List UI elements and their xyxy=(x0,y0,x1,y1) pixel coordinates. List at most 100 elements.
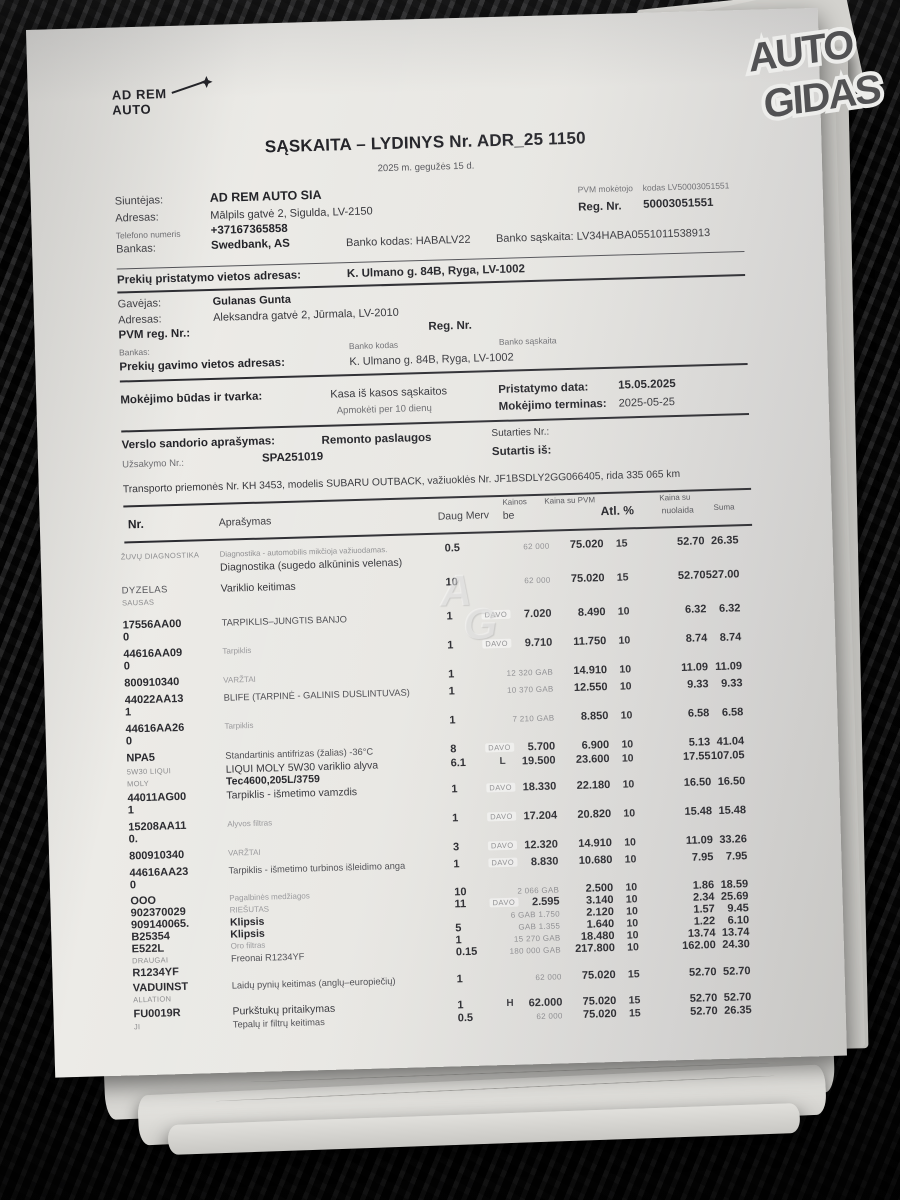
item-sum: 6.10 xyxy=(727,914,750,927)
item-unit: DAVO xyxy=(487,840,517,851)
item-code: DRAUGAI R1234YF xyxy=(131,955,180,980)
invoice-table-body: ŽUVŲ DIAGNOSTIKA Diagnostika - automobil… xyxy=(121,534,752,1038)
item-sum: 9.45 xyxy=(727,902,749,915)
sender-pvm-code: kodas LV50003051551 xyxy=(642,180,730,193)
item-price: 2.595 xyxy=(531,895,560,909)
item-sum: 6.32 xyxy=(718,602,741,615)
item-price: 7 210 GAB xyxy=(512,713,555,724)
item-disc: 52.70 xyxy=(677,569,706,583)
item-disc: 11.09 xyxy=(685,834,714,847)
item-price: 180 000 GAB xyxy=(509,945,562,956)
item-disc: 16.50 xyxy=(683,776,712,789)
receiver-address-label: Adresas: xyxy=(117,313,162,327)
item-code: ŽUVŲ DIAGNOSTIKA xyxy=(120,550,200,562)
sender-address-label: Adresas: xyxy=(115,211,159,225)
item-unit: DAVO xyxy=(487,811,516,822)
item-price-pvm: 8.490 xyxy=(577,606,606,619)
item-price-pvm: 8.850 xyxy=(580,710,609,723)
item-price: 6 GAB 1.750 xyxy=(510,909,561,920)
item-qty: 3 xyxy=(452,841,460,854)
order-nr-label: Užsakymo Nr.: xyxy=(122,457,185,471)
item-atl: 10 xyxy=(625,893,638,906)
item-sum: 41.04 xyxy=(716,735,745,748)
col-nr: Nr. xyxy=(127,516,145,532)
item-desc: TARPIKLIS–JUNGTIS BANJO xyxy=(221,614,348,628)
item-qty: 1 xyxy=(453,858,460,871)
item-qty: 1 xyxy=(449,714,456,727)
item-unit-price: 12 320 GAB xyxy=(471,666,553,680)
item-price: 18.330 xyxy=(522,780,557,794)
sender-pvm-label: PVM mokėtojo xyxy=(577,183,634,195)
item-atl: 10 xyxy=(626,917,639,930)
receiver-pvm-label: PVM reg. Nr.: xyxy=(118,327,191,342)
item-desc: Diagnostika - automobilis mikčioja važiu… xyxy=(219,545,403,574)
item-sum: 24.30 xyxy=(722,938,750,951)
item-qty: 11 xyxy=(454,898,467,911)
receiver-reg-label: Reg. Nr. xyxy=(428,319,473,333)
item-price-pvm: 10.680 xyxy=(578,853,613,867)
item-price-pvm: 14.910 xyxy=(578,836,613,850)
item-atl: 10 xyxy=(626,929,639,942)
receive-address-label: Prekių gavimo vietos adresas: xyxy=(119,356,286,374)
payment-method-label: Mokėjimo būdas ir tvarka: xyxy=(120,390,263,407)
item-price-pvm: 75.020 xyxy=(569,538,604,552)
item-disc: 52.70 xyxy=(689,992,718,1005)
delivery-date: 15.05.2025 xyxy=(617,377,676,392)
col-kainos: Kainos xyxy=(502,497,527,507)
item-unit-price: 62 000 xyxy=(479,970,562,984)
sender-bank-label: Bankas: xyxy=(115,242,157,256)
item-disc: 9.33 xyxy=(686,678,709,691)
item-unit-price: DAVO 8.830 xyxy=(476,855,559,869)
delivery-value: K. Ulmano g. 84B, Ryga, LV-1002 xyxy=(346,263,526,281)
item-unit: DAVO xyxy=(488,857,518,868)
receiver-address: Aleksandra gatvė 2, Jūrmala, LV-2010 xyxy=(212,306,399,324)
item-qty: 1 xyxy=(451,783,458,796)
item-unit-price: DAVO 17.204 xyxy=(475,809,557,823)
item-price: 62 000 xyxy=(524,575,551,586)
item-sum: 52.70 xyxy=(723,991,752,1004)
item-disc: 8.74 xyxy=(685,632,708,645)
item-price: 5.700 xyxy=(527,740,556,754)
item-qty: 1 xyxy=(448,685,455,698)
item-price: 62 000 xyxy=(535,972,562,983)
item-price-pvm: 217.800 xyxy=(574,941,616,956)
col-kaina-su: Kaina su xyxy=(659,492,691,503)
item-price-pvm: 75.020 xyxy=(582,994,617,1008)
item-qty: 1 xyxy=(452,812,459,825)
item-sum: 26.35 xyxy=(710,534,739,548)
payment-method-note: Apmokėti per 10 dienų xyxy=(336,402,432,417)
item-atl: 15 xyxy=(615,537,628,550)
receiver-label: Gavėjas: xyxy=(117,297,162,311)
col-kaina-su-pvm: Kaina su PVM xyxy=(544,495,596,506)
adrem-logo: AD REM AUTO xyxy=(112,75,213,118)
col-be: be xyxy=(502,509,515,522)
item-code: VADUINST ALLATION xyxy=(132,980,189,1005)
item-price: 2 066 GAB xyxy=(517,885,560,896)
item-atl: 15 xyxy=(628,1007,641,1020)
item-price: 62 000 xyxy=(536,1011,563,1022)
item-unit: L xyxy=(499,755,506,768)
item-code: 800910340 xyxy=(128,848,185,863)
item-sum: 33.26 xyxy=(719,833,748,846)
item-code: 44011AG00 1 xyxy=(127,790,187,817)
item-price: 10 370 GAB xyxy=(506,684,554,695)
item-disc: 11.09 xyxy=(680,661,709,674)
sender-address: Mālpils gatvė 2, Sigulda, LV-2150 xyxy=(210,205,373,222)
item-code: NPA5 xyxy=(126,751,156,765)
item-disc: 162.00 xyxy=(682,939,716,953)
item-code: 800910340 xyxy=(124,675,180,690)
item-price-pvm: 20.820 xyxy=(577,807,612,821)
receiver-name: Gulanas Gunta xyxy=(212,293,292,308)
item-desc: Tarpiklis xyxy=(224,720,254,731)
item-desc: VARŽTAI xyxy=(223,674,256,685)
table-row: DYZELAS SAUSAS Variklio keitimas 10 62 00… xyxy=(122,568,740,609)
col-aprasymas: Aprašymas xyxy=(218,515,272,529)
item-atl: 10 xyxy=(626,941,640,954)
item-qty: 1 xyxy=(447,668,455,681)
item-atl: 10 xyxy=(617,605,630,618)
item-qty: 8 xyxy=(450,743,457,756)
item-sum: 52.70 xyxy=(722,965,751,978)
item-qty: 1 xyxy=(456,973,463,986)
item-atl: 10 xyxy=(621,738,634,751)
item-price: 15 270 GAB xyxy=(513,933,561,944)
